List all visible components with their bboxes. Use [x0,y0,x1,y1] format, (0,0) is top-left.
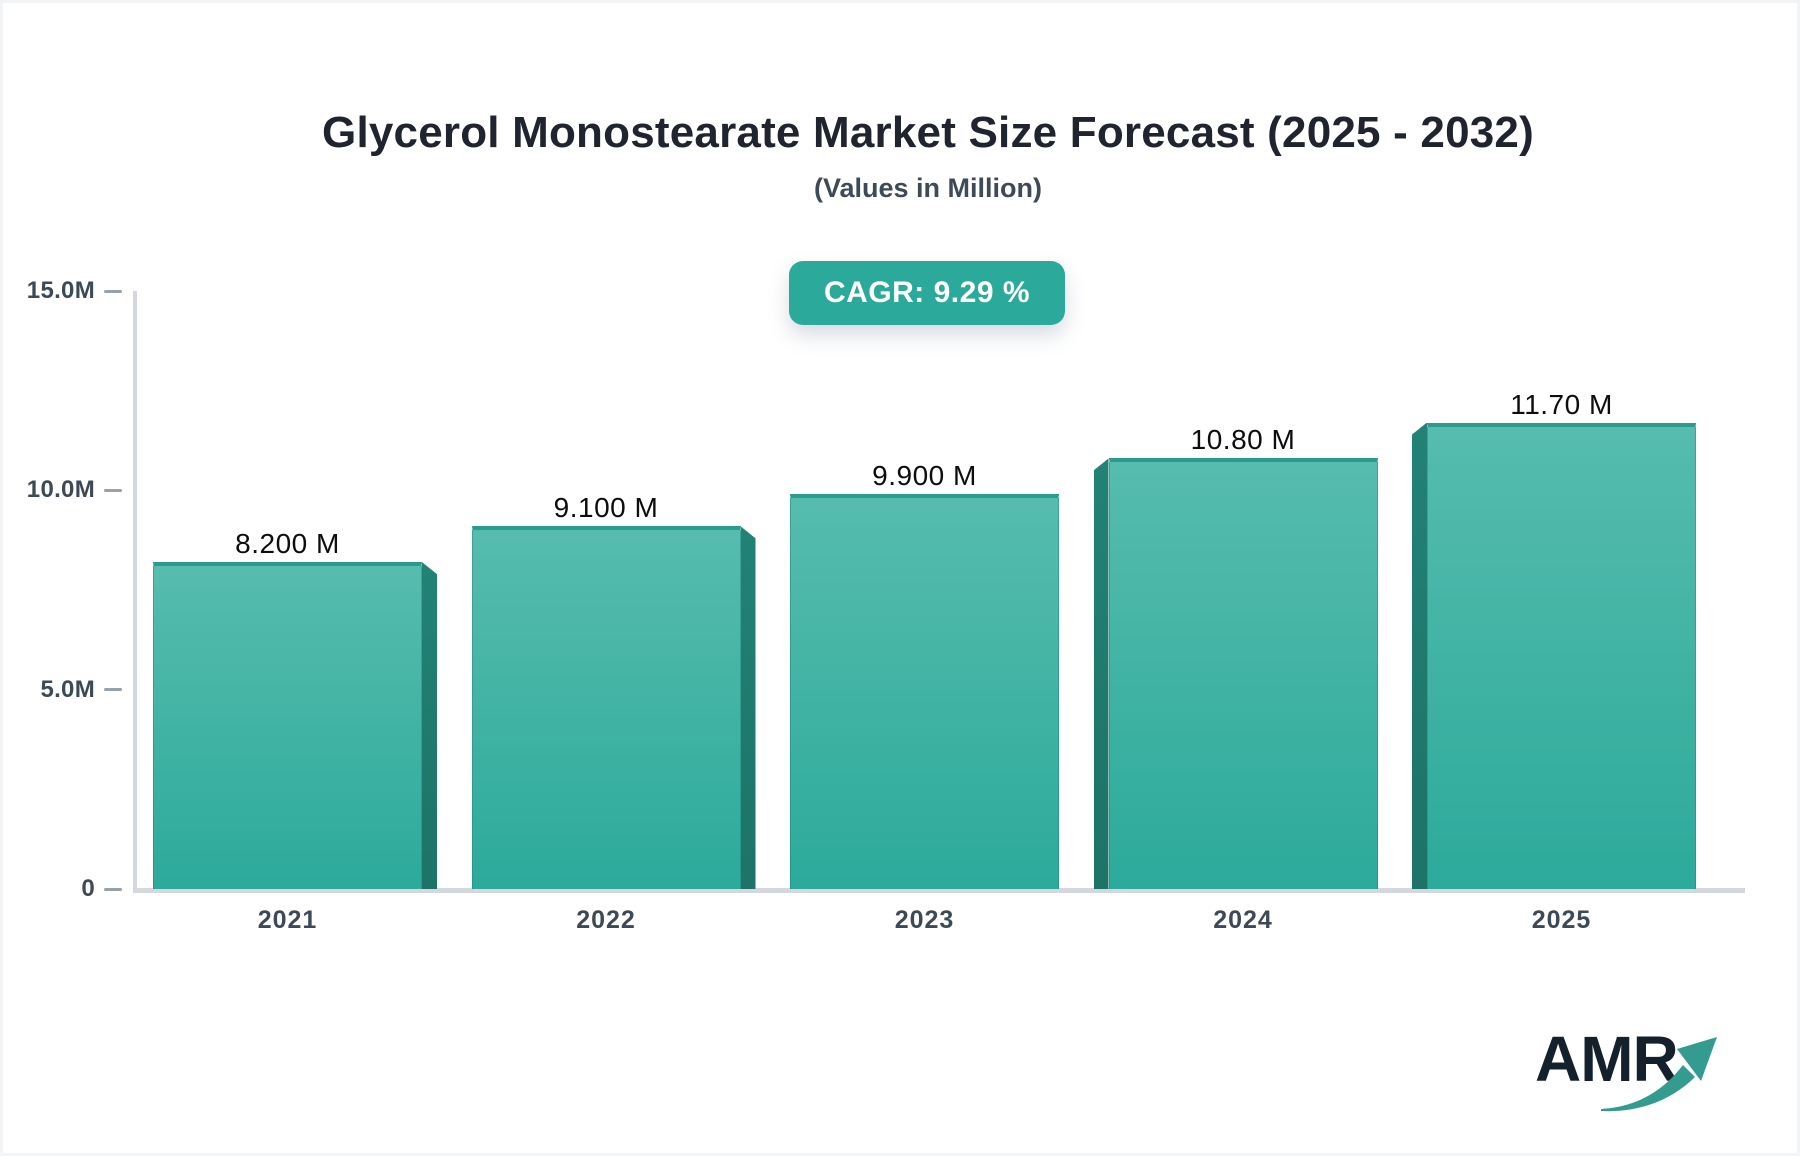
bar-2022 [471,526,741,889]
x-axis-label: 2021 [257,906,318,934]
y-axis-tick [104,488,122,492]
y-axis-tick [104,887,122,891]
bar-value-label: 11.70 M [1510,388,1613,420]
x-axis-label: 2023 [894,906,955,934]
bar-2024 [1108,458,1378,889]
y-axis-line [133,291,137,892]
bar-value-label: 8.200 M [235,528,340,560]
x-axis-label: 2025 [1531,906,1592,934]
amr-logo: AMR [1523,1025,1733,1135]
bar-side-face [422,562,437,889]
bar-value-label: 10.80 M [1190,424,1296,456]
cagr-badge: CAGR: 9.29 % [789,261,1065,325]
bar-2025 [1427,422,1696,889]
chart-subtitle: (Values in Million) [813,173,1043,203]
bar-side-face [1412,422,1427,889]
chart-title: Glycerol Monostearate Market Size Foreca… [322,108,1534,157]
y-axis-tick-label: 5.0M [40,675,95,703]
y-axis-tick-label: 10.0M [26,476,95,504]
bar-2023 [790,494,1059,889]
y-axis-tick [104,289,122,293]
amr-logo-text: AMR [1535,1023,1679,1095]
growth-arrow-icon [1601,1037,1717,1112]
x-axis-label: 2022 [576,906,636,934]
y-axis-tick-label: 15.0M [26,277,95,304]
y-axis-tick [104,688,122,692]
plot-area: 15.0M 10.0M 5.0M 0 8.200 M 2021 9.100 M 2022 9.9… [3,3,1797,1153]
bar-side-face [740,526,756,889]
bar-value-label: 9.100 M [553,492,659,524]
y-axis-tick-label: 0 [81,875,95,902]
x-axis-label: 2024 [1213,906,1273,934]
x-axis-line [133,888,1745,893]
bar-2021 [153,562,422,889]
bar-value-label: 9.900 M [872,460,977,492]
bar-side-face [1093,458,1109,889]
